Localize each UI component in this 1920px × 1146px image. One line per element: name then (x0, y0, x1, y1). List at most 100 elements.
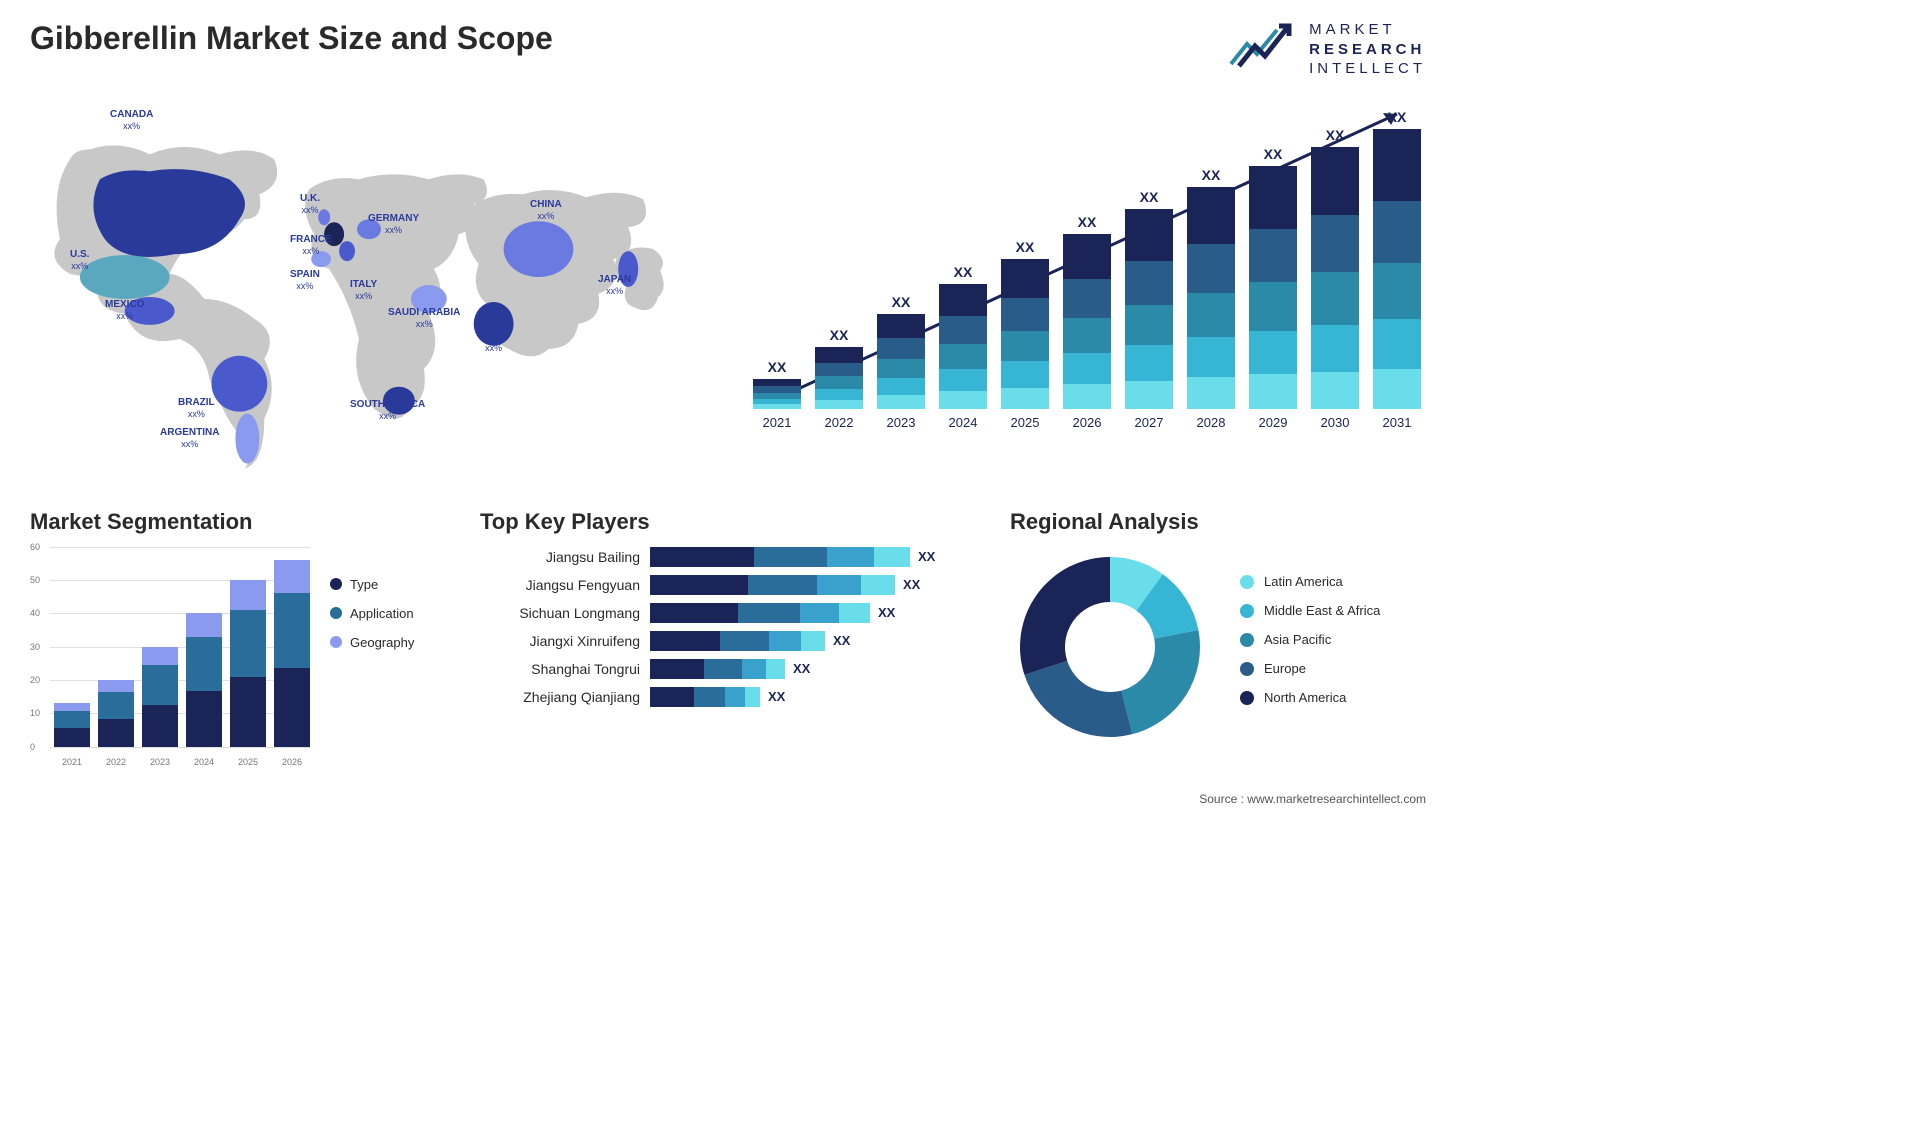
growth-xlabel: 2024 (939, 415, 987, 430)
bar-value-label: XX (892, 294, 911, 310)
segmentation-section: Market Segmentation 0102030405060 202120… (30, 509, 450, 789)
bar-value-label: XX (1388, 109, 1407, 125)
seg-bar (274, 560, 310, 747)
players-section: Top Key Players Jiangsu BailingXXJiangsu… (480, 509, 980, 789)
player-name: Zhejiang Qianjiang (480, 689, 640, 705)
growth-bar: XX (1125, 189, 1173, 409)
donut-slice (1121, 630, 1200, 734)
player-bar (650, 603, 870, 623)
growth-xlabel: 2021 (753, 415, 801, 430)
growth-bar: XX (753, 359, 801, 409)
seg-bar (54, 703, 90, 746)
growth-chart: XXXXXXXXXXXXXXXXXXXXXX 20212022202320242… (748, 99, 1426, 479)
growth-bar: XX (877, 294, 925, 409)
player-row: Zhejiang Qianjiang XX (480, 687, 980, 707)
map-label: SPAINxx% (290, 269, 320, 293)
bar-value-label: XX (1140, 189, 1159, 205)
growth-xlabel: 2030 (1311, 415, 1359, 430)
segmentation-title: Market Segmentation (30, 509, 450, 535)
player-row: Jiangxi Xinruifeng XX (480, 631, 980, 651)
map-label: INDIAxx% (480, 331, 507, 355)
map-label: FRANCExx% (290, 234, 332, 258)
growth-xlabel: 2031 (1373, 415, 1421, 430)
player-row: Jiangsu Bailing XX (480, 547, 980, 567)
map-label: U.K.xx% (300, 193, 320, 217)
player-value: XX (768, 689, 785, 704)
regional-section: Regional Analysis Latin AmericaMiddle Ea… (1010, 509, 1426, 789)
map-label: SAUDI ARABIAxx% (388, 307, 460, 331)
player-bar (650, 547, 910, 567)
player-value: XX (903, 577, 920, 592)
legend-dot-icon (1240, 604, 1254, 618)
player-row: Shanghai TongruiXX (480, 659, 980, 679)
map-label: ARGENTINAxx% (160, 427, 219, 451)
logo: MARKET RESEARCH INTELLECT (1229, 20, 1426, 79)
seg-bar (142, 647, 178, 747)
donut-slice (1024, 660, 1132, 736)
legend-item: Application (330, 606, 450, 621)
growth-xlabel: 2026 (1063, 415, 1111, 430)
growth-xlabel: 2028 (1187, 415, 1235, 430)
legend-item: Europe (1240, 661, 1426, 676)
growth-xlabel: 2025 (1001, 415, 1049, 430)
bar-value-label: XX (1078, 214, 1097, 230)
legend-dot-icon (330, 578, 342, 590)
player-bar (650, 687, 760, 707)
map-label: CHINAxx% (530, 199, 562, 223)
legend-item: Latin America (1240, 574, 1426, 589)
legend-dot-icon (1240, 633, 1254, 647)
player-name: Jiangsu Bailing (480, 549, 640, 565)
bottom-row: Market Segmentation 0102030405060 202120… (30, 509, 1426, 789)
player-value: XX (833, 633, 850, 648)
bar-value-label: XX (1264, 146, 1283, 162)
player-row: Sichuan Longmang XX (480, 603, 980, 623)
map-label: JAPANxx% (598, 274, 631, 298)
segmentation-legend: Type Application Geography (330, 547, 450, 767)
growth-xlabel: 2027 (1125, 415, 1173, 430)
map-label: ITALYxx% (350, 279, 377, 303)
bar-value-label: XX (1326, 127, 1345, 143)
player-name: Shanghai Tongrui (480, 661, 640, 677)
map-label: MEXICOxx% (105, 299, 144, 323)
map-label: SOUTH AFRICAxx% (350, 399, 425, 423)
map-label: BRAZILxx% (178, 397, 215, 421)
legend-item: Type (330, 577, 450, 592)
regional-legend: Latin AmericaMiddle East & AfricaAsia Pa… (1240, 574, 1426, 719)
map-label: GERMANYxx% (368, 213, 419, 237)
players-title: Top Key Players (480, 509, 980, 535)
growth-bar: XX (1373, 109, 1421, 409)
seg-bar (186, 613, 222, 746)
logo-text: MARKET RESEARCH INTELLECT (1309, 20, 1426, 79)
player-name: Jiangsu Fengyuan (480, 577, 640, 593)
growth-bar: XX (1001, 239, 1049, 409)
growth-bar: XX (1249, 146, 1297, 409)
top-row: CANADAxx%U.S.xx%MEXICOxx%BRAZILxx%ARGENT… (30, 99, 1426, 479)
seg-bar (230, 580, 266, 747)
logo-icon (1229, 22, 1299, 77)
legend-dot-icon (330, 607, 342, 619)
bar-value-label: XX (954, 264, 973, 280)
bar-value-label: XX (768, 359, 787, 375)
growth-bar: XX (1311, 127, 1359, 409)
player-value: XX (918, 549, 935, 564)
player-name: Jiangxi Xinruifeng (480, 633, 640, 649)
legend-item: North America (1240, 690, 1426, 705)
growth-xlabel: 2029 (1249, 415, 1297, 430)
player-value: XX (878, 605, 895, 620)
bar-value-label: XX (1202, 167, 1221, 183)
donut-slice (1020, 557, 1110, 675)
legend-item: Asia Pacific (1240, 632, 1426, 647)
growth-bar: XX (1187, 167, 1235, 409)
segmentation-chart: 0102030405060 202120222023202420252026 (30, 547, 310, 767)
regional-title: Regional Analysis (1010, 509, 1426, 535)
legend-dot-icon (1240, 662, 1254, 676)
growth-bar: XX (815, 327, 863, 409)
legend-dot-icon (1240, 575, 1254, 589)
player-name: Sichuan Longmang (480, 605, 640, 621)
world-map: CANADAxx%U.S.xx%MEXICOxx%BRAZILxx%ARGENT… (30, 99, 708, 479)
growth-bar: XX (939, 264, 987, 409)
source-text: Source : www.marketresearchintellect.com (1199, 792, 1426, 806)
player-bar (650, 659, 785, 679)
map-label: CANADAxx% (110, 109, 153, 133)
legend-item: Geography (330, 635, 450, 650)
